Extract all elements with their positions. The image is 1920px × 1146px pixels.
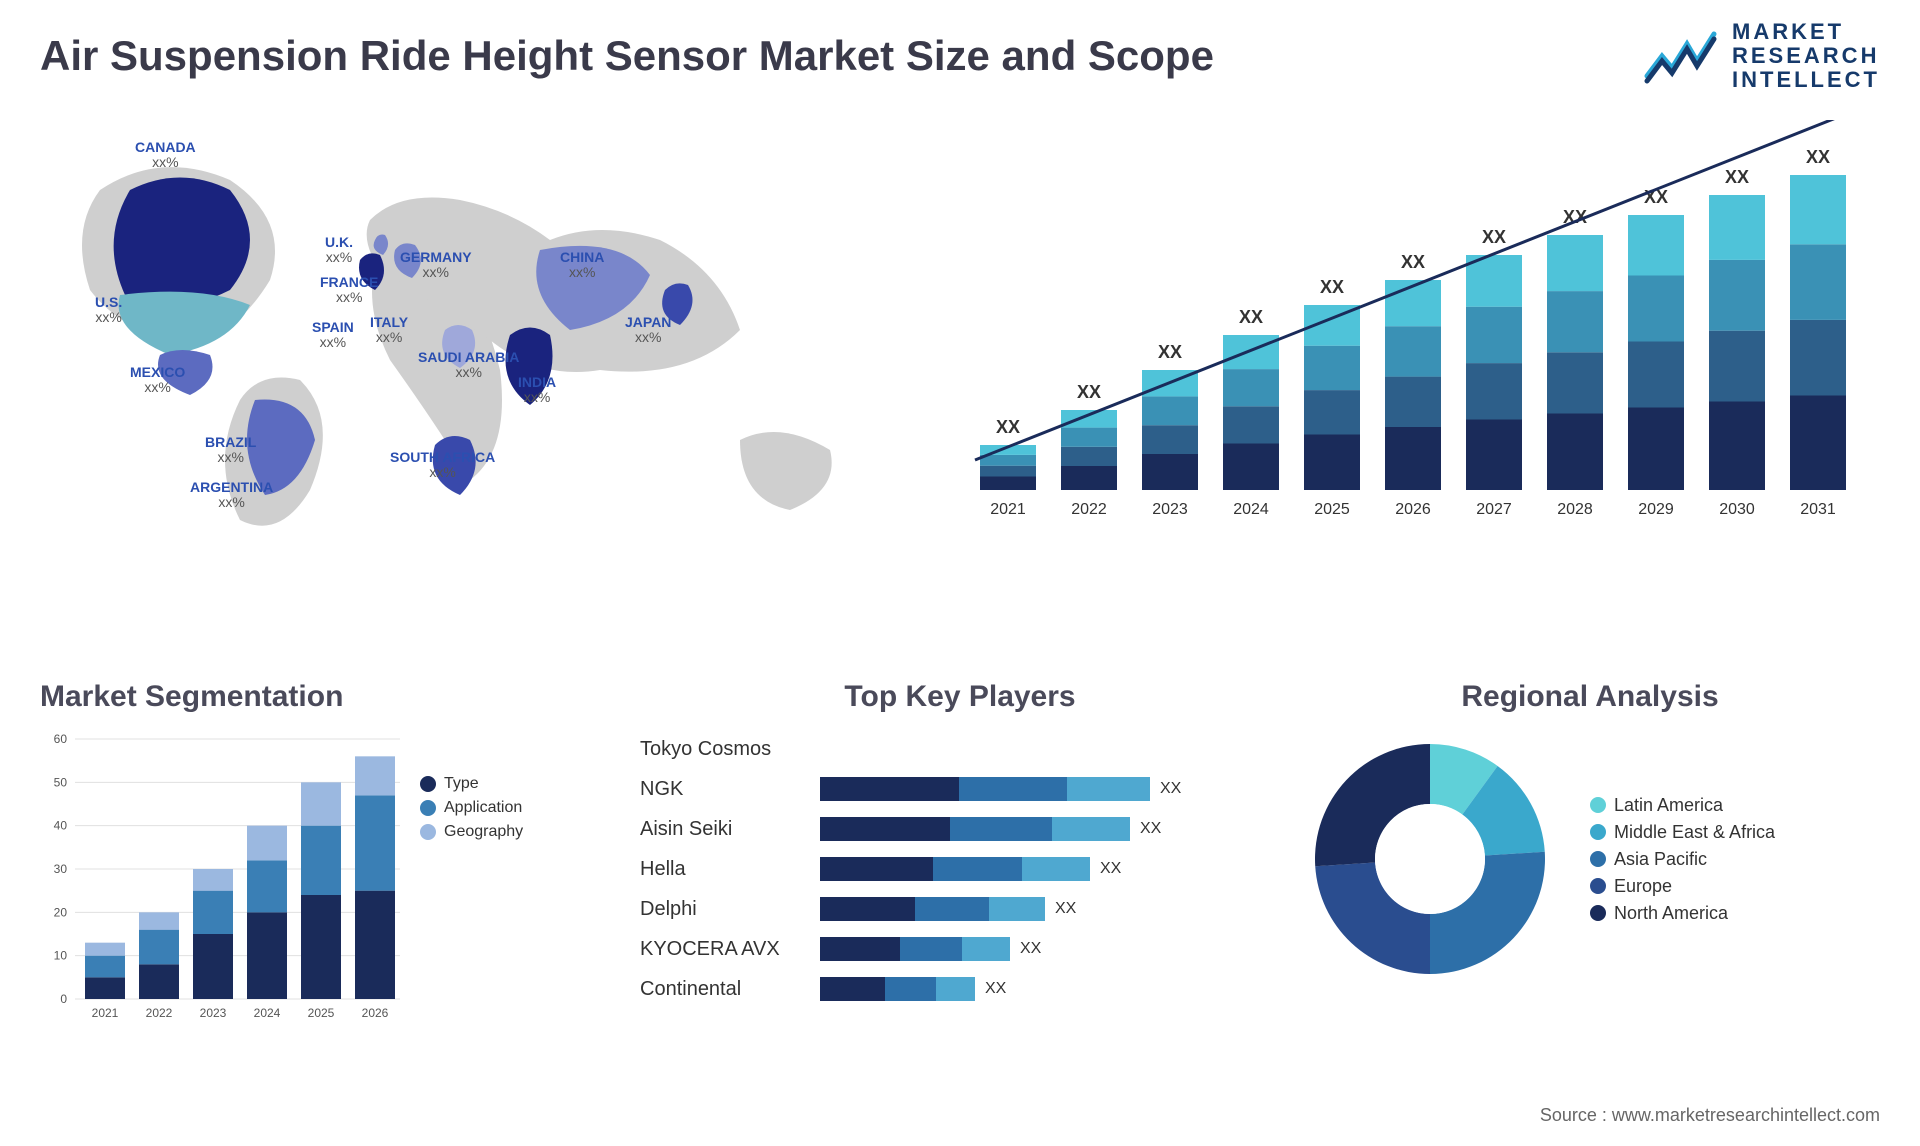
svg-text:XX: XX bbox=[1482, 227, 1506, 247]
svg-text:2024: 2024 bbox=[1233, 501, 1269, 518]
svg-text:XX: XX bbox=[1158, 342, 1182, 362]
map-label-us: U.S.xx% bbox=[95, 295, 122, 326]
map-label-italy: ITALYxx% bbox=[370, 315, 408, 346]
svg-text:2022: 2022 bbox=[146, 1006, 173, 1020]
seg-legend-application: Application bbox=[420, 799, 523, 817]
segmentation-chart: 0 10 20 30 40 50 60 2021 2022 2023 2024 2025 2026 bbox=[40, 729, 400, 1029]
map-label-india: INDIAxx% bbox=[518, 375, 556, 406]
reg-legend-asiapacific: Asia Pacific bbox=[1590, 849, 1775, 870]
key-players-section: Top Key Players Tokyo CosmosNGKXXAisin S… bbox=[640, 680, 1280, 1050]
map-label-mexico: MEXICOxx% bbox=[130, 365, 185, 396]
segmentation-title: Market Segmentation bbox=[40, 680, 620, 714]
svg-text:60: 60 bbox=[54, 732, 68, 746]
map-label-uk: U.K.xx% bbox=[325, 235, 353, 266]
segmentation-legend: Type Application Geography bbox=[420, 769, 523, 1029]
map-label-germany: GERMANYxx% bbox=[400, 250, 472, 281]
map-label-southafrica: SOUTH AFRICAxx% bbox=[390, 450, 495, 481]
svg-text:20: 20 bbox=[54, 905, 68, 919]
kp-row-tokyocosmos: Tokyo Cosmos bbox=[640, 729, 1280, 769]
svg-text:10: 10 bbox=[54, 949, 68, 963]
regional-section: Regional Analysis Latin America Middle Ea… bbox=[1300, 680, 1880, 1040]
kp-row-ngk: NGKXX bbox=[640, 769, 1280, 809]
svg-text:XX: XX bbox=[1806, 147, 1830, 167]
kp-row-continental: ContinentalXX bbox=[640, 969, 1280, 1009]
map-label-canada: CANADAxx% bbox=[135, 140, 196, 171]
svg-text:XX: XX bbox=[1239, 307, 1263, 327]
kp-row-delphi: DelphiXX bbox=[640, 889, 1280, 929]
svg-text:2029: 2029 bbox=[1638, 501, 1674, 518]
reg-legend-europe: Europe bbox=[1590, 876, 1775, 897]
growth-svg: XX 2021 XX 2022 XX 2023 XX 2024 XX 2025 XX 2026 XX 20… bbox=[960, 120, 1860, 530]
seg-legend-type: Type bbox=[420, 775, 523, 793]
seg-legend-geography: Geography bbox=[420, 823, 523, 841]
map-label-china: CHINAxx% bbox=[560, 250, 604, 281]
regional-donut bbox=[1300, 729, 1560, 989]
world-map: CANADAxx% U.S.xx% MEXICOxx% BRAZILxx% ARGENT… bbox=[40, 120, 920, 540]
svg-text:XX: XX bbox=[996, 417, 1020, 437]
svg-text:2021: 2021 bbox=[990, 501, 1026, 518]
map-label-saudiarabia: SAUDI ARABIAxx% bbox=[418, 350, 519, 381]
key-players-title: Top Key Players bbox=[640, 680, 1280, 714]
svg-text:30: 30 bbox=[54, 862, 68, 876]
map-label-japan: JAPANxx% bbox=[625, 315, 671, 346]
map-label-argentina: ARGENTINAxx% bbox=[190, 480, 273, 511]
svg-text:2027: 2027 bbox=[1476, 501, 1512, 518]
kp-row-aisinseiki: Aisin SeikiXX bbox=[640, 809, 1280, 849]
source-text: Source : www.marketresearchintellect.com bbox=[1540, 1105, 1880, 1126]
svg-text:2023: 2023 bbox=[1152, 501, 1188, 518]
svg-text:0: 0 bbox=[60, 992, 67, 1006]
kp-row-kyoceraavx: KYOCERA AVXXX bbox=[640, 929, 1280, 969]
svg-text:2022: 2022 bbox=[1071, 501, 1107, 518]
svg-text:50: 50 bbox=[54, 775, 68, 789]
regional-legend: Latin America Middle East & Africa Asia Pa… bbox=[1590, 789, 1775, 930]
segmentation-section: Market Segmentation 0 10 20 30 40 50 60 2021 202… bbox=[40, 680, 620, 1040]
map-label-france: FRANCExx% bbox=[320, 275, 378, 306]
logo-icon bbox=[1642, 26, 1722, 86]
svg-text:XX: XX bbox=[1320, 277, 1344, 297]
key-players-chart: Tokyo CosmosNGKXXAisin SeikiXXHellaXXDel… bbox=[640, 729, 1280, 1009]
svg-text:XX: XX bbox=[1725, 167, 1749, 187]
reg-legend-middleeastafrica: Middle East & Africa bbox=[1590, 822, 1775, 843]
svg-text:2028: 2028 bbox=[1557, 501, 1593, 518]
svg-text:2026: 2026 bbox=[1395, 501, 1431, 518]
map-label-spain: SPAINxx% bbox=[312, 320, 354, 351]
svg-text:2024: 2024 bbox=[254, 1006, 281, 1020]
svg-text:2023: 2023 bbox=[200, 1006, 227, 1020]
reg-legend-latinamerica: Latin America bbox=[1590, 795, 1775, 816]
logo: MARKET RESEARCH INTELLECT bbox=[1642, 20, 1880, 93]
svg-text:2026: 2026 bbox=[362, 1006, 389, 1020]
growth-chart: XX 2021 XX 2022 XX 2023 XX 2024 XX 2025 XX 2026 XX 20… bbox=[960, 120, 1860, 530]
svg-text:2030: 2030 bbox=[1719, 501, 1755, 518]
svg-text:2031: 2031 bbox=[1800, 501, 1836, 518]
svg-text:2021: 2021 bbox=[92, 1006, 119, 1020]
logo-text: MARKET RESEARCH INTELLECT bbox=[1732, 20, 1880, 93]
page-title: Air Suspension Ride Height Sensor Market… bbox=[40, 32, 1214, 80]
svg-text:40: 40 bbox=[54, 819, 68, 833]
map-label-brazil: BRAZILxx% bbox=[205, 435, 256, 466]
header: Air Suspension Ride Height Sensor Market… bbox=[40, 20, 1880, 93]
svg-text:2025: 2025 bbox=[308, 1006, 335, 1020]
svg-text:XX: XX bbox=[1077, 382, 1101, 402]
kp-row-hella: HellaXX bbox=[640, 849, 1280, 889]
svg-text:2025: 2025 bbox=[1314, 501, 1350, 518]
svg-text:XX: XX bbox=[1401, 252, 1425, 272]
reg-legend-northamerica: North America bbox=[1590, 903, 1775, 924]
regional-title: Regional Analysis bbox=[1300, 680, 1880, 714]
